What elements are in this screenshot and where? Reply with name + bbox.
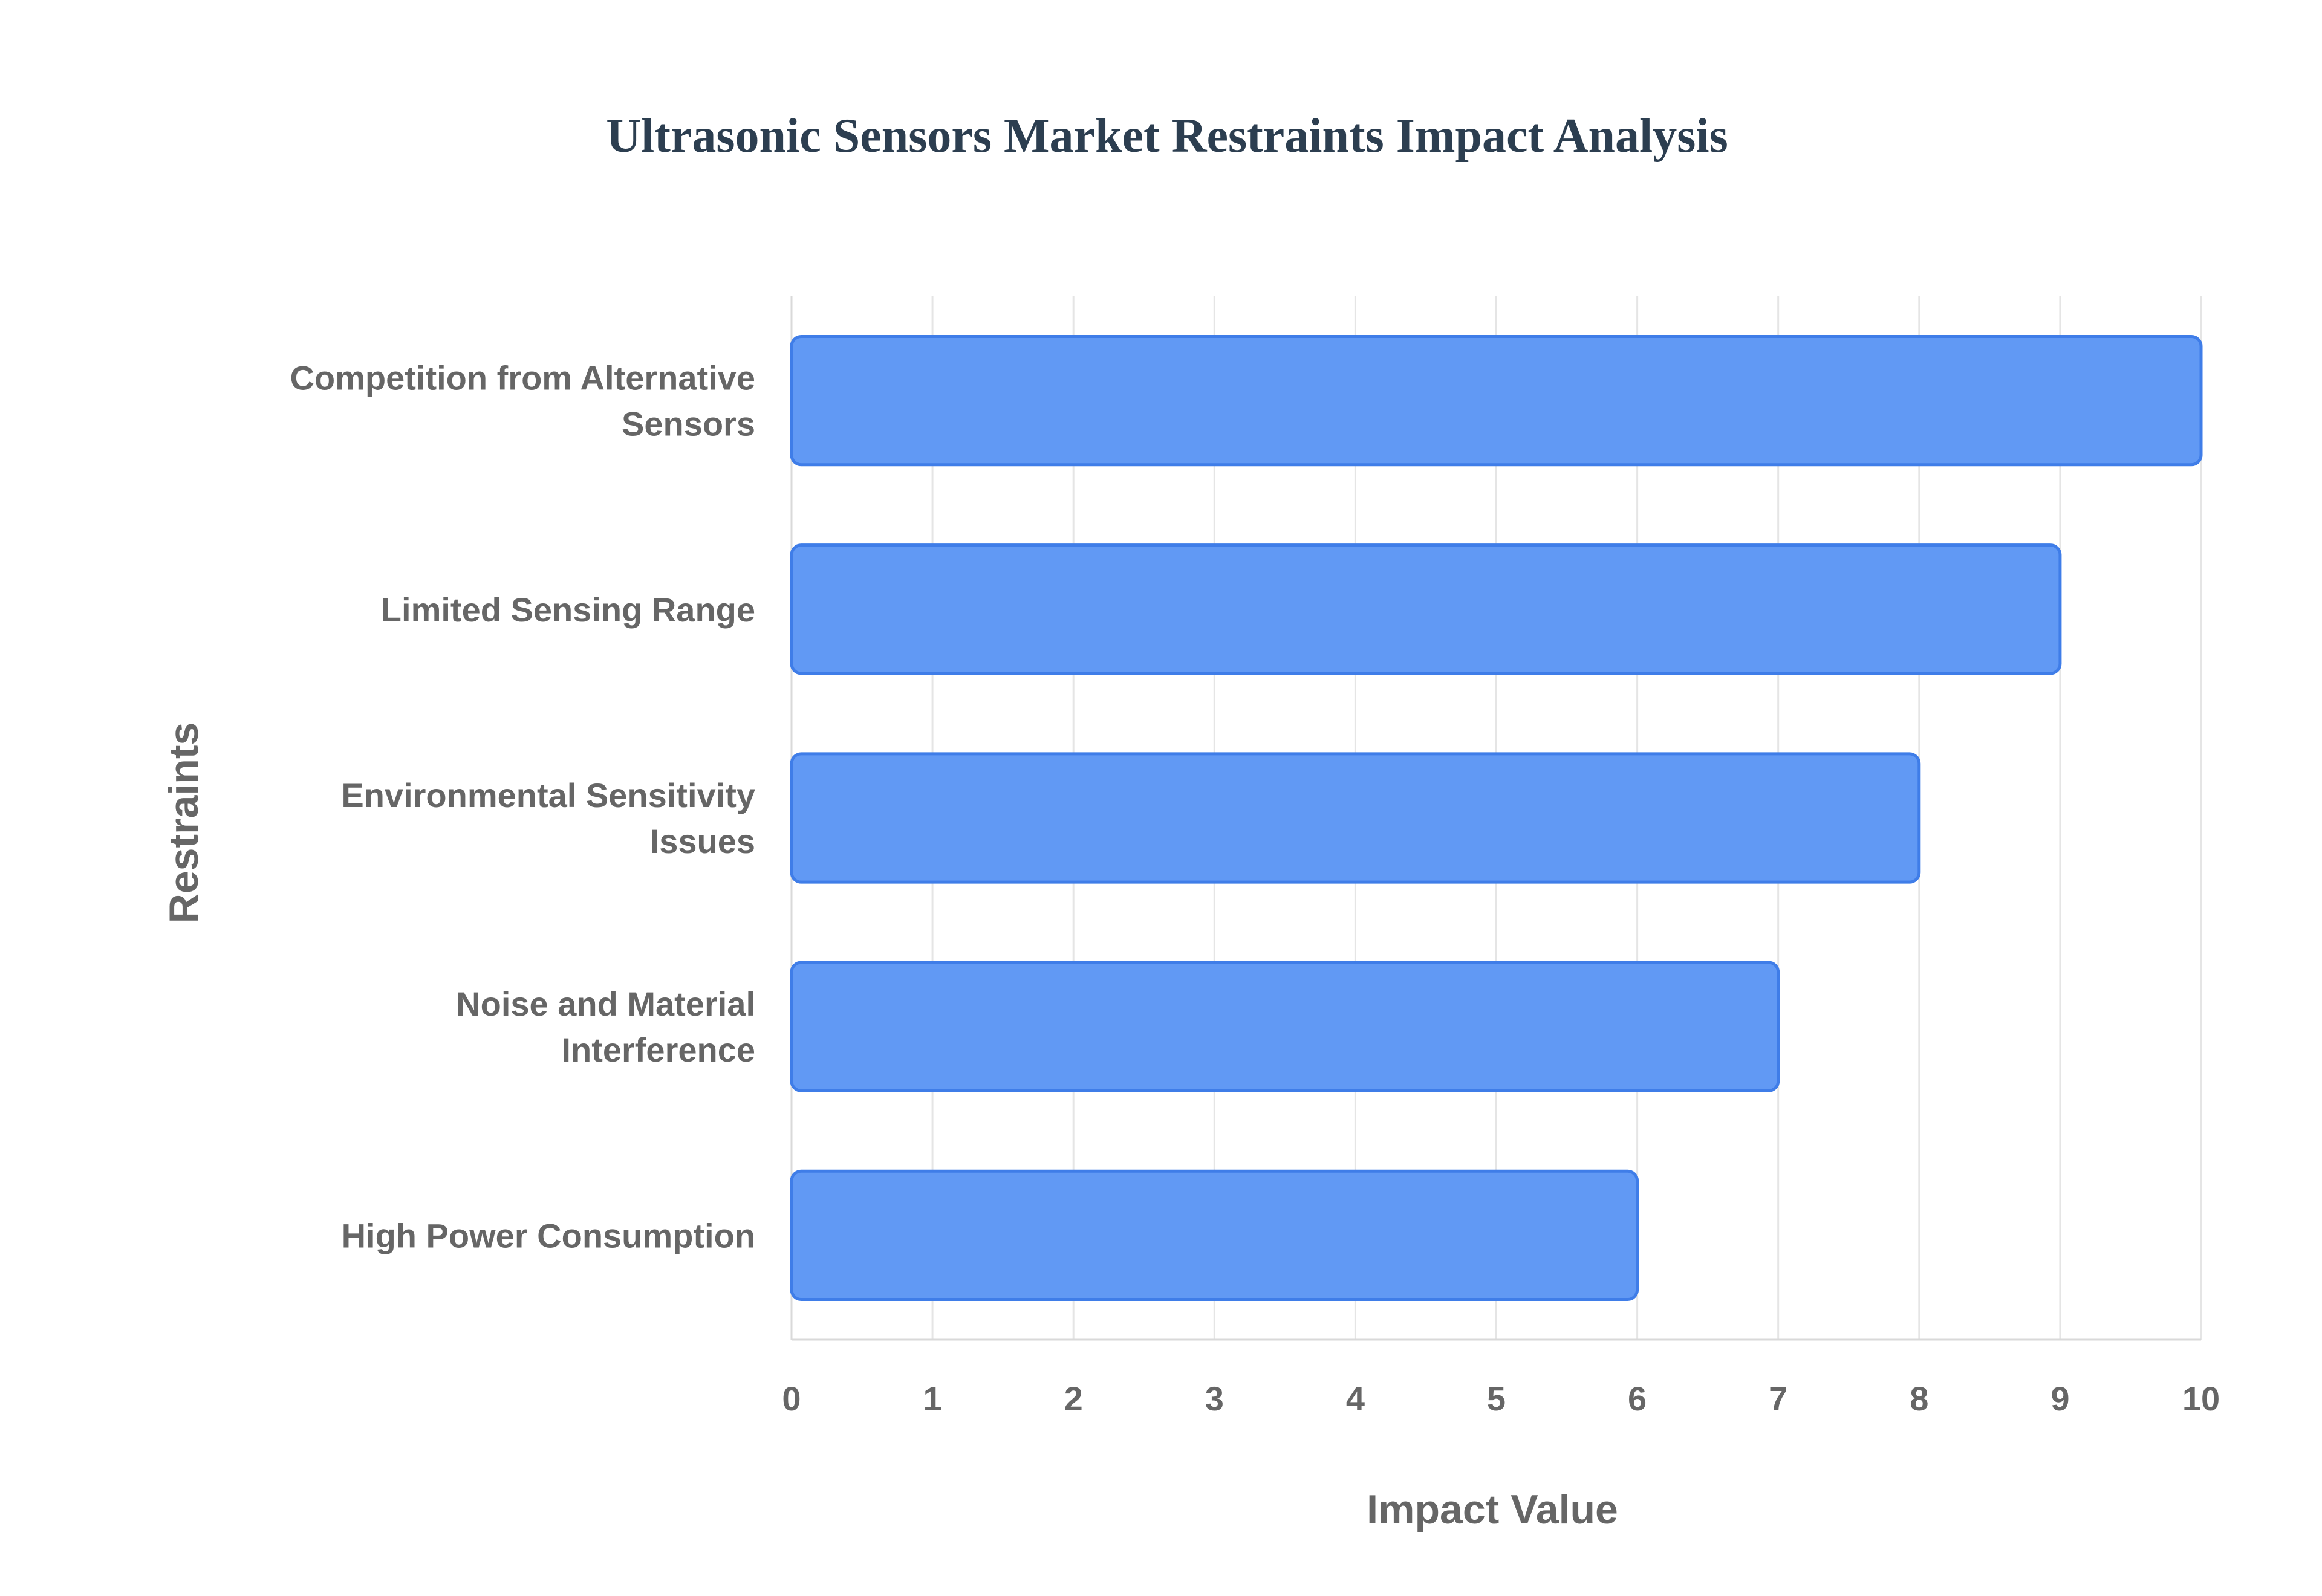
chart-title: Ultrasonic Sensors Market Restraints Imp… <box>606 109 1728 163</box>
x-axis-tick-labels: 0 1 2 3 4 5 6 7 8 9 10 <box>782 1380 2220 1418</box>
bar-4 <box>790 961 1780 1092</box>
x-tick-label-7: 7 <box>1769 1380 1787 1418</box>
bars <box>790 334 2203 1302</box>
category-label-3-line-2: Issues <box>650 822 755 860</box>
x-axis-title: Impact Value <box>1367 1487 1618 1533</box>
category-label-4-line-2: Interference <box>561 1031 755 1069</box>
bar-5 <box>790 1169 1639 1302</box>
x-tick-label-1: 1 <box>923 1380 942 1418</box>
category-label-5-line-1: High Power Consumption <box>342 1216 755 1254</box>
y-axis-tick-labels: Competition from Alternative Sensors Limit… <box>290 359 755 1255</box>
x-tick-label-9: 9 <box>2050 1380 2069 1418</box>
x-tick-label-4: 4 <box>1346 1380 1365 1418</box>
category-label-1-line-1: Competition from Alternative <box>290 359 755 397</box>
x-tick-label-3: 3 <box>1205 1380 1224 1418</box>
bar-1 <box>790 334 2203 467</box>
category-label-2-line-1: Limited Sensing Range <box>381 591 755 629</box>
x-tick-label-2: 2 <box>1064 1380 1083 1418</box>
category-label-1-line-2: Sensors <box>622 405 755 443</box>
y-axis-title: Restraints <box>161 722 207 924</box>
x-tick-label-0: 0 <box>782 1380 801 1418</box>
bar-2 <box>790 543 2062 675</box>
x-tick-label-10: 10 <box>2182 1380 2220 1418</box>
x-tick-label-8: 8 <box>1910 1380 1928 1418</box>
bar-3 <box>790 752 1921 884</box>
x-tick-label-6: 6 <box>1628 1380 1647 1418</box>
category-label-3-line-1: Environmental Sensitivity <box>341 776 755 814</box>
category-label-4-line-1: Noise and Material <box>456 985 755 1023</box>
x-tick-label-5: 5 <box>1487 1380 1506 1418</box>
